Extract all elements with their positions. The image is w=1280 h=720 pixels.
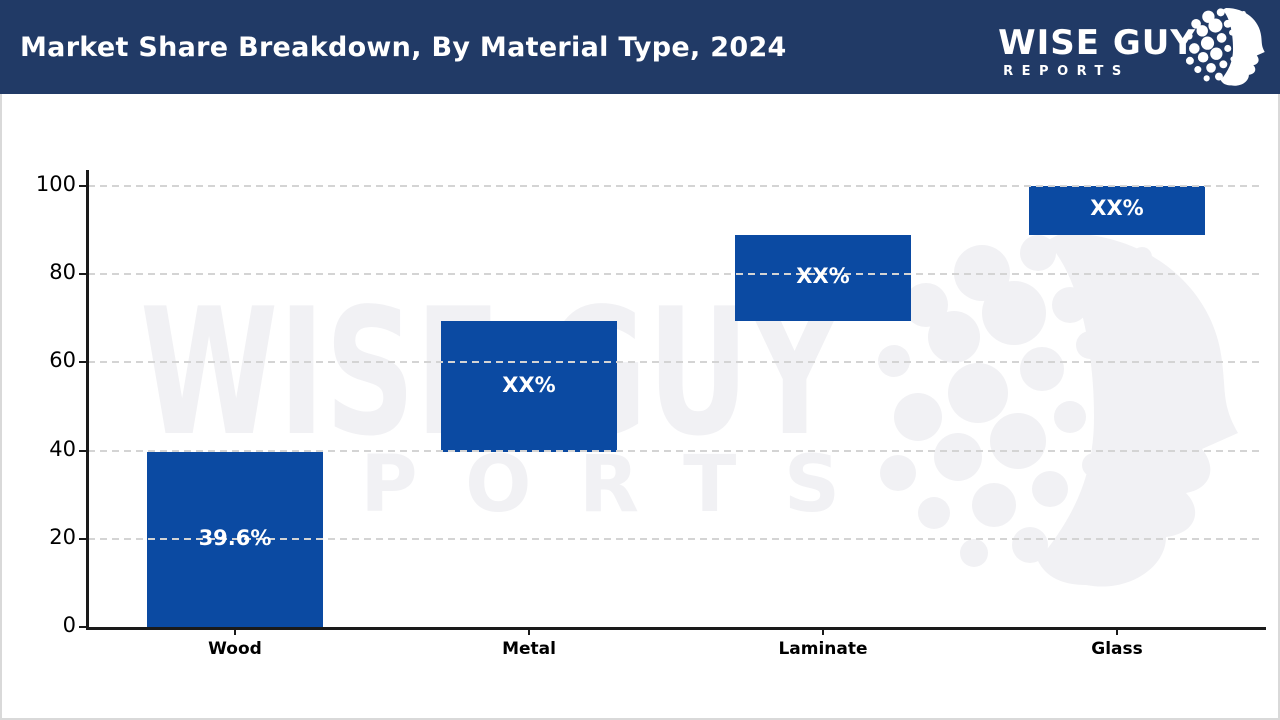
y-tick-mark — [79, 626, 86, 628]
bar-value-label: XX% — [502, 372, 556, 397]
bar-value-label: XX% — [796, 264, 850, 289]
y-tick-mark — [79, 273, 86, 276]
y-tick-label: 0 — [62, 613, 76, 637]
y-tick-label: 80 — [49, 260, 76, 285]
x-category-label: Laminate — [778, 639, 868, 659]
logo-face-icon — [1182, 6, 1270, 90]
x-category-label: Wood — [208, 639, 262, 659]
x-tick-mark — [1116, 629, 1118, 635]
bar-value-label: 39.6% — [198, 525, 272, 550]
logo-wordmark: WISE GUY — [998, 22, 1196, 63]
brand-logo: WISE GUY REPORTS — [998, 4, 1270, 90]
bar-laminate — [735, 234, 911, 322]
y-tick-label: 100 — [35, 172, 76, 196]
x-tick-mark — [234, 629, 236, 635]
bar-glass — [1029, 186, 1205, 235]
gridline — [88, 185, 1264, 187]
x-axis-spine — [86, 627, 1266, 630]
y-tick-mark — [79, 449, 86, 452]
gridline — [88, 449, 1264, 452]
bar-value-label: XX% — [1090, 196, 1144, 221]
y-axis-spine — [86, 170, 89, 629]
y-tick-label: 20 — [49, 524, 76, 549]
gridline — [88, 361, 1264, 364]
y-tick-mark — [79, 185, 86, 187]
page-title: Market Share Breakdown, By Material Type… — [20, 31, 787, 63]
gridline — [88, 537, 1264, 540]
x-tick-mark — [528, 629, 530, 635]
gridline — [88, 273, 1264, 276]
y-tick-label: 60 — [49, 348, 76, 373]
y-tick-mark — [79, 537, 86, 540]
y-tick-label: 40 — [49, 436, 76, 461]
logo-subtext: REPORTS — [1003, 63, 1130, 79]
x-category-label: Metal — [502, 639, 556, 659]
x-category-label: Glass — [1091, 639, 1143, 659]
x-tick-mark — [822, 629, 824, 635]
header-bar: Market Share Breakdown, By Material Type… — [0, 0, 1280, 94]
bar-metal — [441, 321, 617, 453]
y-tick-mark — [79, 361, 86, 364]
